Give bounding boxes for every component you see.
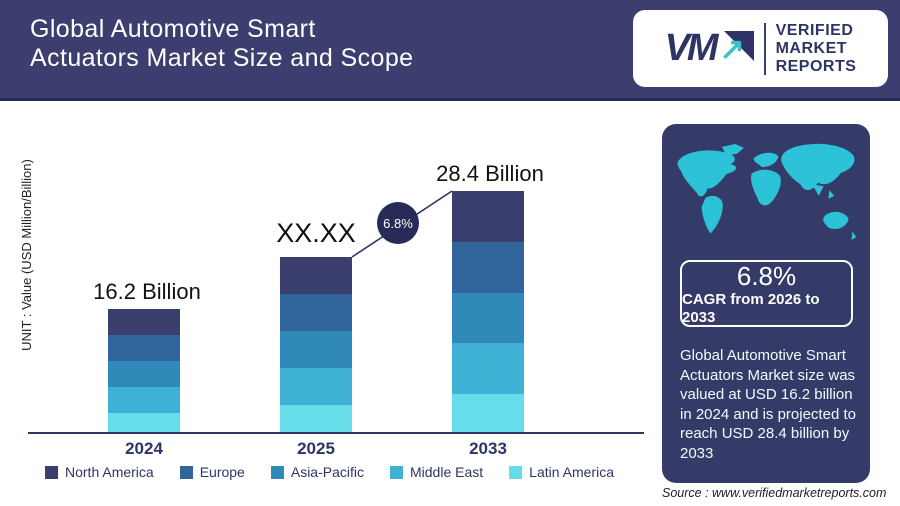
legend-label: Europe: [199, 464, 245, 480]
bar-segment-asia-pacific: [108, 361, 180, 388]
cagr-value: 6.8%: [736, 260, 797, 291]
cagr-badge: 6.8% CAGR from 2026 to 2033: [680, 260, 853, 327]
source-attribution: Source : www.verifiedmarketreports.com: [662, 486, 887, 500]
market-summary-text: Global Automotive Smart Actuators Market…: [680, 347, 856, 462]
legend-swatch-latin-america: [509, 465, 523, 479]
bar-value-2025: XX.XX: [276, 218, 356, 248]
bar-segment-latin-america: [280, 404, 352, 433]
vmr-logo: VM ↗ VERIFIED MARKET REPORTS: [633, 10, 888, 87]
cagr-circle-badge: [377, 202, 419, 244]
bar-segment-middle-east: [280, 367, 352, 405]
bar-value-2024: 16.2 Billion: [93, 279, 201, 304]
legend-label: Middle East: [410, 464, 484, 480]
page-title: Global Automotive Smart Actuators Market…: [30, 15, 413, 73]
bar-value-2033: 28.4 Billion: [436, 161, 544, 186]
bar-segment-europe: [280, 293, 352, 331]
header-band: Global Automotive Smart Actuators Market…: [0, 0, 900, 101]
logo-name-line3: REPORTS: [775, 57, 857, 75]
vmr-logo-name: VERIFIED MARKET REPORTS: [776, 22, 857, 76]
bar-segment-asia-pacific: [280, 330, 352, 368]
legend-label: Latin America: [529, 464, 614, 480]
bar-segment-latin-america: [108, 413, 180, 434]
logo-name-line1: VERIFIED: [775, 21, 854, 39]
vmr-arrow-corner-shape: [723, 30, 754, 61]
bar-segment-europe: [108, 335, 180, 362]
bar-segment-north-america: [280, 257, 352, 294]
legend-item-asia-pacific: Asia-Pacific: [270, 464, 364, 480]
bar-segment-middle-east: [108, 387, 180, 414]
x-tick-2025: 2025: [297, 439, 335, 458]
x-tick-2024: 2024: [125, 439, 163, 458]
bar-segment-north-america: [108, 309, 180, 336]
x-axis-line: [28, 432, 644, 434]
vmr-logo-vm-text: VM: [664, 27, 719, 69]
world-map-icon: [677, 143, 857, 241]
legend-swatch-asia-pacific: [270, 465, 284, 479]
bar-segment-europe: [452, 241, 524, 293]
legend-item-latin-america: Latin America: [509, 464, 614, 480]
page-title-line1: Global Automotive Smart: [30, 15, 316, 43]
trend-arrow-icon: ↗: [719, 32, 745, 66]
bar-2033: [452, 191, 524, 433]
legend-swatch-north-america: [45, 465, 58, 479]
legend-item-north-america: North America: [45, 464, 154, 480]
bar-segment-asia-pacific: [452, 292, 524, 344]
cagr-circle-label: 6.8%: [383, 216, 413, 231]
legend-item-europe: Europe: [179, 464, 245, 480]
logo-name-line2: MARKET: [775, 39, 848, 57]
bar-segment-middle-east: [452, 343, 524, 395]
legend-label: North America: [65, 464, 154, 480]
cagr-caption: CAGR from 2026 to 2033: [682, 290, 820, 326]
legend-item-middle-east: Middle East: [390, 464, 483, 480]
x-tick-2033: 2033: [469, 439, 507, 458]
y-axis-label: UNIT : Value (USD Million/Billion): [19, 159, 34, 351]
logo-divider: [763, 22, 766, 75]
page-title-line2: Actuators Market Size and Scope: [30, 44, 414, 72]
vmr-arrow-icon: ↗: [718, 30, 754, 67]
summary-sidebar: 6.8% CAGR from 2026 to 2033 Global Autom…: [662, 124, 870, 483]
vmr-logo-mark: VM ↗: [665, 27, 754, 70]
bar-2024: [108, 309, 180, 434]
legend-swatch-middle-east: [390, 465, 403, 479]
bar-segment-north-america: [452, 191, 524, 242]
annotation-connector-line: [351, 190, 453, 258]
legend-label: Asia-Pacific: [290, 464, 364, 480]
bar-2025: [280, 257, 352, 433]
legend-swatch-europe: [179, 465, 193, 479]
chart-legend: North America Europe Asia-Pacific Middle…: [45, 464, 614, 480]
bar-segment-latin-america: [452, 394, 524, 433]
